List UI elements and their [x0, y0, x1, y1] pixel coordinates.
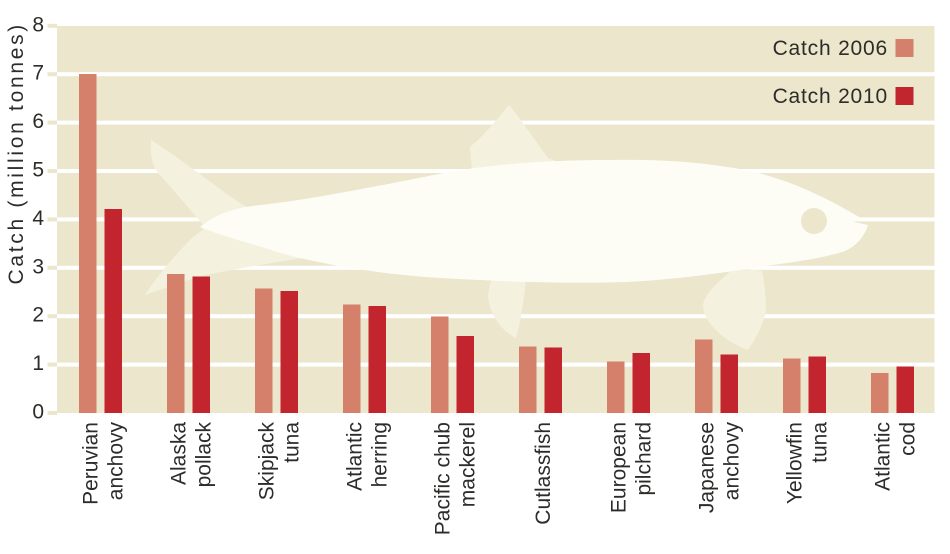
svg-text:Atlantic: Atlantic	[872, 422, 895, 491]
svg-text:anchovy: anchovy	[721, 422, 744, 501]
svg-text:2: 2	[32, 304, 44, 327]
svg-text:tuna: tuna	[281, 422, 304, 463]
svg-text:7: 7	[32, 62, 44, 85]
svg-text:Catch 2006: Catch 2006	[773, 37, 888, 60]
svg-text:Peruvian: Peruvian	[80, 422, 103, 505]
svg-text:3: 3	[32, 255, 44, 278]
svg-text:pilchard: pilchard	[633, 422, 656, 496]
svg-text:Pacific chub: Pacific chub	[432, 422, 455, 535]
svg-text:European: European	[608, 422, 631, 513]
svg-text:Skipjack: Skipjack	[256, 422, 279, 501]
svg-text:Catch (million tonnes): Catch (million tonnes)	[5, 22, 28, 284]
svg-text:herring: herring	[369, 422, 392, 487]
svg-text:8: 8	[32, 13, 44, 36]
svg-text:mackerel: mackerel	[457, 422, 480, 507]
svg-text:Cutlassfish: Cutlassfish	[532, 422, 555, 525]
svg-text:Alaska: Alaska	[168, 422, 191, 485]
svg-text:5: 5	[32, 159, 44, 182]
svg-text:Japanese: Japanese	[696, 422, 719, 513]
svg-text:1: 1	[32, 352, 44, 375]
svg-text:Atlantic: Atlantic	[344, 422, 367, 491]
svg-text:Catch 2010: Catch 2010	[773, 85, 888, 108]
svg-text:pollack: pollack	[193, 422, 216, 488]
svg-text:6: 6	[32, 110, 44, 133]
svg-text:anchovy: anchovy	[105, 422, 128, 501]
svg-text:4: 4	[32, 207, 44, 230]
svg-text:Yellowfin: Yellowfin	[784, 422, 807, 504]
svg-text:0: 0	[32, 401, 44, 424]
svg-text:tuna: tuna	[809, 422, 832, 463]
svg-text:cod: cod	[897, 422, 920, 456]
